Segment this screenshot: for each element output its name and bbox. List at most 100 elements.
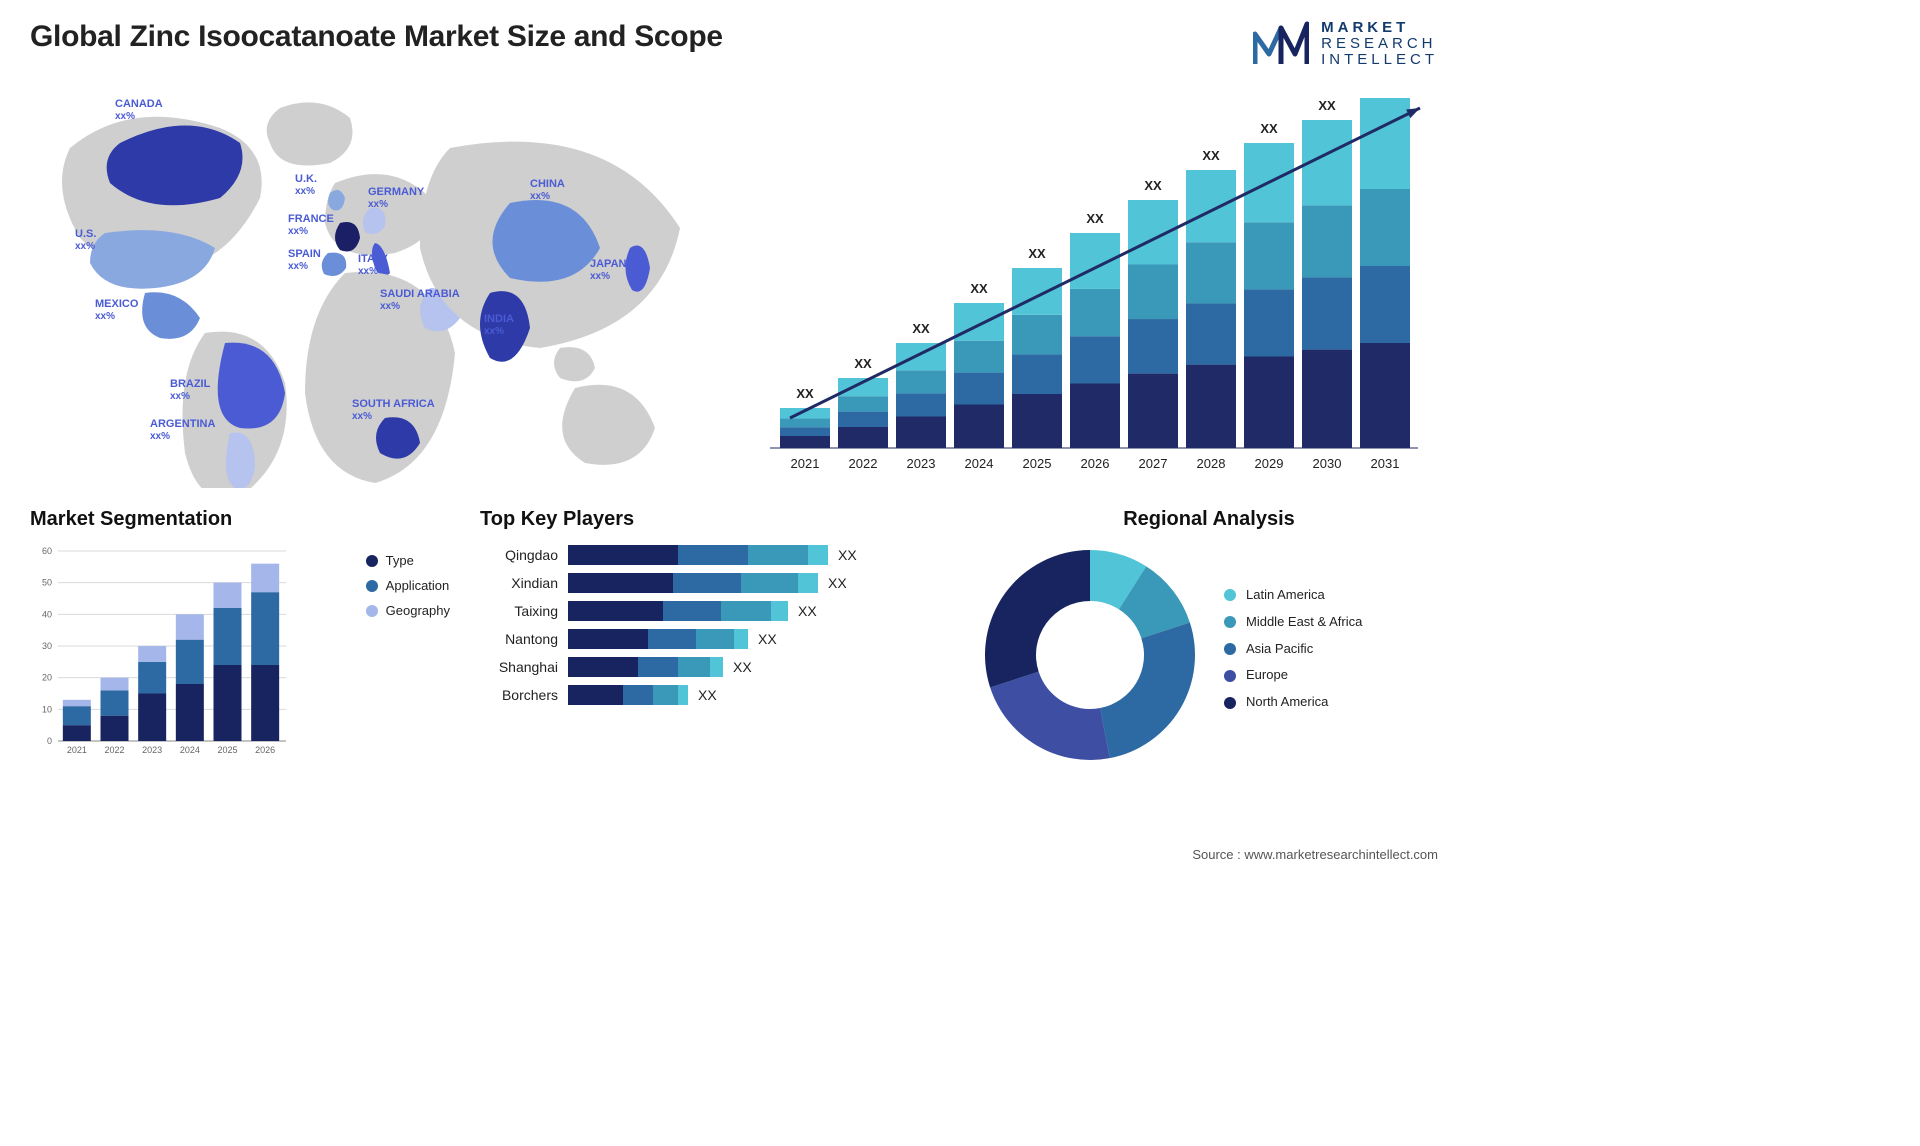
svg-text:2023: 2023 <box>907 456 936 471</box>
regional-legend-item: Europe <box>1224 668 1362 683</box>
key-players-chart: QingdaoXXXindianXXTaixingXXNantongXXShan… <box>480 545 950 705</box>
map-label-japan: JAPANxx% <box>590 258 626 282</box>
map-label-india: INDIAxx% <box>484 313 514 337</box>
svg-text:60: 60 <box>42 546 52 556</box>
svg-text:XX: XX <box>1376 88 1394 91</box>
svg-text:XX: XX <box>1144 178 1162 193</box>
regional-legend-item: North America <box>1224 695 1362 710</box>
key-players-panel: Top Key Players QingdaoXXXindianXXTaixin… <box>480 508 950 775</box>
key-player-label: Shanghai <box>480 659 568 675</box>
svg-text:2025: 2025 <box>1023 456 1052 471</box>
map-label-south-africa: SOUTH AFRICAxx% <box>352 398 435 422</box>
svg-text:20: 20 <box>42 673 52 683</box>
segmentation-legend-item: Geography <box>366 603 450 618</box>
key-player-row: Qingdao XX <box>480 545 950 565</box>
svg-text:0: 0 <box>47 736 52 746</box>
segmentation-panel: Market Segmentation 0 10 20 30 40 50 60 2021 202… <box>30 508 450 775</box>
page-title: Global Zinc Isoocatanoate Market Size an… <box>30 20 723 54</box>
key-players-heading: Top Key Players <box>480 508 950 531</box>
svg-text:XX: XX <box>1086 211 1104 226</box>
svg-text:2021: 2021 <box>791 456 820 471</box>
segmentation-legend: Type Application Geography <box>366 553 450 628</box>
key-player-label: Taixing <box>480 603 568 619</box>
svg-text:2024: 2024 <box>180 745 200 755</box>
key-player-value: XX <box>698 687 717 703</box>
map-label-canada: CANADAxx% <box>115 98 163 122</box>
map-label-mexico: MEXICOxx% <box>95 298 138 322</box>
map-label-china: CHINAxx% <box>530 178 565 202</box>
svg-text:40: 40 <box>42 609 52 619</box>
segmentation-legend-item: Type <box>366 553 450 568</box>
key-player-row: Xindian XX <box>480 573 950 593</box>
svg-text:XX: XX <box>1028 246 1046 261</box>
svg-text:XX: XX <box>912 321 930 336</box>
svg-text:2028: 2028 <box>1197 456 1226 471</box>
key-player-label: Nantong <box>480 631 568 647</box>
regional-legend: Latin America Middle East & Africa Asia Pa… <box>1224 588 1362 723</box>
map-label-u-s-: U.S.xx% <box>75 228 96 252</box>
segmentation-chart: 0 10 20 30 40 50 60 2021 2022 2023 2024 2025 2026 <box>30 545 290 765</box>
key-player-value: XX <box>758 631 777 647</box>
svg-text:2021: 2021 <box>67 745 87 755</box>
source-text: Source : www.marketresearchintellect.com <box>1192 847 1438 862</box>
key-player-label: Borchers <box>480 687 568 703</box>
regional-heading: Regional Analysis <box>980 508 1438 531</box>
logo-text: MARKET RESEARCH INTELLECT <box>1321 20 1438 67</box>
brand-logo: MARKET RESEARCH INTELLECT <box>1253 20 1438 68</box>
segmentation-legend-item: Application <box>366 578 450 593</box>
regional-donut-chart <box>980 545 1200 765</box>
regional-legend-item: Asia Pacific <box>1224 642 1362 657</box>
key-player-bar <box>568 657 723 677</box>
svg-text:XX: XX <box>854 356 872 371</box>
map-label-brazil: BRAZILxx% <box>170 378 210 402</box>
svg-text:2027: 2027 <box>1139 456 1168 471</box>
key-player-bar <box>568 685 688 705</box>
svg-text:2031: 2031 <box>1371 456 1400 471</box>
svg-text:10: 10 <box>42 704 52 714</box>
key-player-row: Borchers XX <box>480 685 950 705</box>
map-label-argentina: ARGENTINAxx% <box>150 418 215 442</box>
svg-text:30: 30 <box>42 641 52 651</box>
svg-text:2029: 2029 <box>1255 456 1284 471</box>
svg-text:2030: 2030 <box>1313 456 1342 471</box>
svg-text:2023: 2023 <box>142 745 162 755</box>
key-player-bar <box>568 601 788 621</box>
map-label-saudi-arabia: SAUDI ARABIAxx% <box>380 288 460 312</box>
key-player-row: Nantong XX <box>480 629 950 649</box>
svg-text:XX: XX <box>796 386 814 401</box>
regional-legend-item: Latin America <box>1224 588 1362 603</box>
world-map-panel: CANADAxx% U.S.xx% MEXICOxx% BRAZILxx% ARGENT… <box>30 88 720 488</box>
svg-text:2022: 2022 <box>104 745 124 755</box>
map-label-germany: GERMANYxx% <box>368 186 424 210</box>
map-label-u-k-: U.K.xx% <box>295 173 317 197</box>
key-player-row: Taixing XX <box>480 601 950 621</box>
key-player-bar <box>568 629 748 649</box>
map-label-spain: SPAINxx% <box>288 248 321 272</box>
svg-text:XX: XX <box>1202 148 1220 163</box>
world-map <box>30 88 720 488</box>
key-player-value: XX <box>828 575 847 591</box>
key-player-bar <box>568 545 828 565</box>
map-label-italy: ITALYxx% <box>358 253 388 277</box>
growth-chart: XX 2021 XX 2022 XX 2023 XX 2024 XX 2025 XX 2026 XX 20… <box>760 88 1460 488</box>
svg-text:50: 50 <box>42 578 52 588</box>
key-player-value: XX <box>733 659 752 675</box>
key-player-value: XX <box>798 603 817 619</box>
key-player-label: Qingdao <box>480 547 568 563</box>
regional-legend-item: Middle East & Africa <box>1224 615 1362 630</box>
growth-chart-panel: XX 2021 XX 2022 XX 2023 XX 2024 XX 2025 XX 2026 XX 20… <box>760 88 1460 488</box>
segmentation-heading: Market Segmentation <box>30 508 450 531</box>
regional-panel: Regional Analysis Latin America Middle Ea… <box>980 508 1438 775</box>
svg-text:2026: 2026 <box>255 745 275 755</box>
svg-text:2022: 2022 <box>849 456 878 471</box>
map-label-france: FRANCExx% <box>288 213 334 237</box>
svg-text:2025: 2025 <box>217 745 237 755</box>
key-player-value: XX <box>838 547 857 563</box>
key-player-row: Shanghai XX <box>480 657 950 677</box>
svg-text:2024: 2024 <box>965 456 994 471</box>
svg-text:2026: 2026 <box>1081 456 1110 471</box>
logo-m-icon <box>1253 20 1309 68</box>
key-player-label: Xindian <box>480 575 568 591</box>
svg-text:XX: XX <box>1260 121 1278 136</box>
key-player-bar <box>568 573 818 593</box>
